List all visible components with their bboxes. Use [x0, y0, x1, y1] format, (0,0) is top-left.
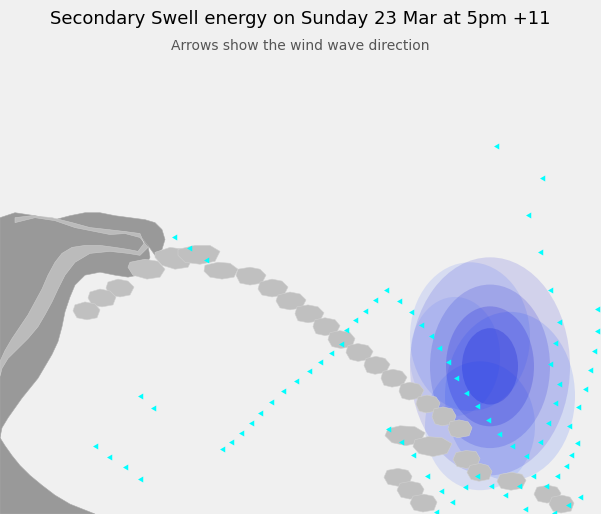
Polygon shape [276, 292, 306, 310]
Ellipse shape [410, 297, 500, 416]
Polygon shape [549, 495, 574, 513]
Polygon shape [204, 262, 238, 279]
Ellipse shape [446, 306, 534, 426]
Polygon shape [88, 289, 116, 307]
Polygon shape [397, 481, 424, 499]
Polygon shape [448, 420, 472, 438]
Ellipse shape [462, 328, 518, 405]
Ellipse shape [430, 285, 550, 448]
Polygon shape [416, 395, 440, 413]
Polygon shape [384, 468, 412, 486]
Polygon shape [155, 247, 193, 269]
Ellipse shape [425, 361, 535, 490]
Polygon shape [178, 245, 220, 264]
Polygon shape [313, 318, 340, 336]
Polygon shape [364, 356, 390, 374]
Text: Secondary Swell energy on Sunday 23 Mar at 5pm +11: Secondary Swell energy on Sunday 23 Mar … [50, 10, 551, 28]
Polygon shape [73, 302, 100, 320]
Polygon shape [385, 426, 425, 446]
Ellipse shape [410, 258, 570, 475]
Polygon shape [497, 472, 526, 490]
Polygon shape [236, 267, 266, 285]
Ellipse shape [445, 312, 575, 480]
Polygon shape [413, 437, 452, 456]
Polygon shape [346, 343, 373, 361]
Polygon shape [453, 451, 480, 468]
Polygon shape [258, 279, 288, 297]
Polygon shape [0, 216, 148, 376]
Polygon shape [534, 485, 561, 503]
Polygon shape [432, 407, 456, 426]
Polygon shape [467, 464, 492, 481]
Polygon shape [295, 305, 324, 323]
Polygon shape [399, 382, 424, 400]
Polygon shape [55, 213, 165, 255]
Polygon shape [328, 331, 355, 348]
Polygon shape [410, 494, 437, 512]
Polygon shape [128, 259, 165, 279]
Polygon shape [0, 213, 150, 514]
Polygon shape [381, 369, 407, 387]
Text: Arrows show the wind wave direction: Arrows show the wind wave direction [171, 39, 430, 53]
Polygon shape [106, 279, 134, 297]
Ellipse shape [410, 262, 530, 411]
